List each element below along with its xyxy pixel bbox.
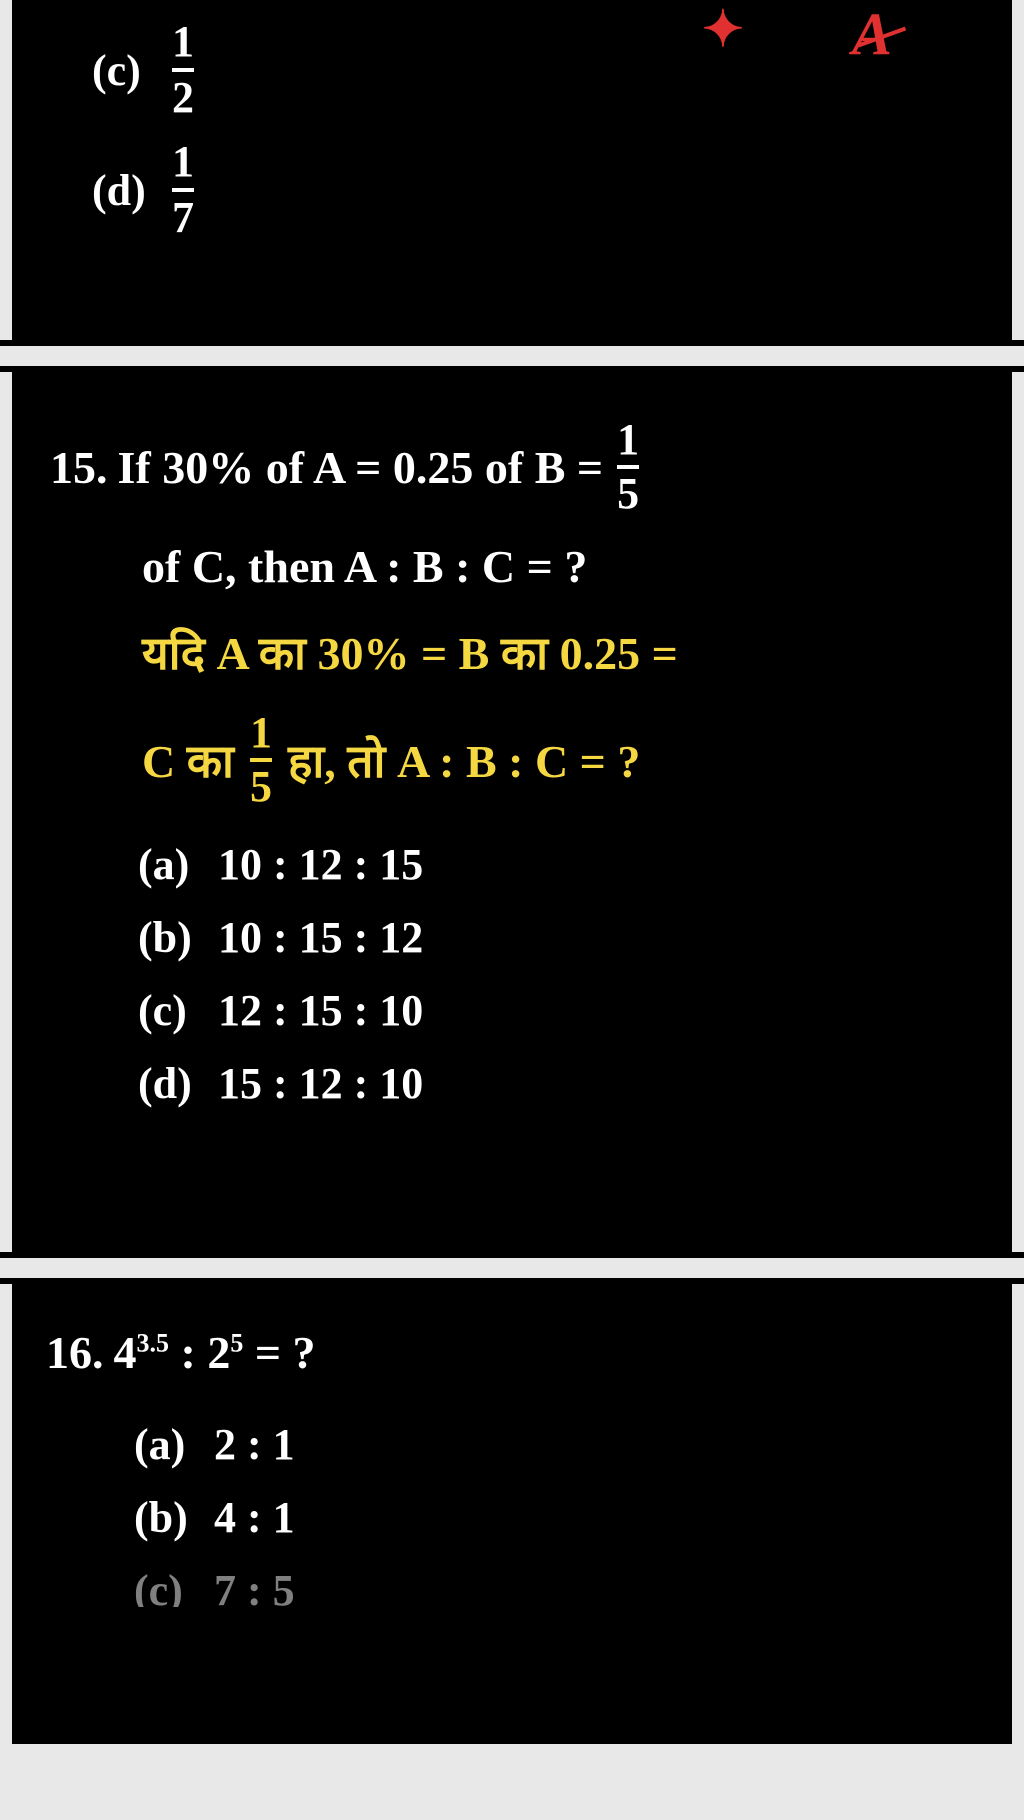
question-expression: 43.5 : 25 = ? <box>114 1326 316 1379</box>
option-c-cutoff: (c) 7 : 5 <box>134 1565 972 1607</box>
option-label: (c) <box>138 985 218 1036</box>
question-line-1: 15. If 30% of A = 0.25 of B = 1 5 <box>50 418 972 516</box>
question-number: 16. <box>46 1326 104 1379</box>
question-text: of C, then A : B : C = ? <box>142 540 587 593</box>
red-mark-1: ✦ <box>702 0 732 50</box>
option-label: (c) <box>134 1565 214 1607</box>
block-divider <box>0 340 1024 372</box>
annotation-marks: ✦ A <box>702 0 892 69</box>
fraction: 1 5 <box>250 711 272 809</box>
option-c: (c) 12 : 15 : 10 <box>138 985 972 1036</box>
option-value: 15 : 12 : 10 <box>218 1058 423 1109</box>
question-line-3-hindi: यदि A का 30% = B का 0.25 = <box>142 621 972 683</box>
option-d: (d) 1 7 <box>92 140 972 240</box>
option-label: (a) <box>134 1419 214 1470</box>
option-value: 7 : 5 <box>214 1565 295 1607</box>
question-16-block: 16. 43.5 : 25 = ? (a) 2 : 1 (b) 4 : 1 (c… <box>0 1284 1024 1744</box>
question-block-partial-top: ✦ A (c) 1 2 (d) 1 7 <box>0 0 1024 340</box>
option-label: (b) <box>134 1492 214 1543</box>
question-text: हा, तो A : B : C = ? <box>288 729 640 791</box>
option-value: 4 : 1 <box>214 1492 295 1543</box>
option-value: 10 : 15 : 12 <box>218 912 423 963</box>
question-line: 16. 43.5 : 25 = ? <box>46 1326 972 1379</box>
question-text: If 30% of A = 0.25 of B = <box>118 441 604 494</box>
option-value: 2 : 1 <box>214 1419 295 1470</box>
question-text: यदि A का 30% = B का 0.25 = <box>142 621 678 683</box>
question-line-4-hindi: C का 1 5 हा, तो A : B : C = ? <box>142 711 972 809</box>
option-label: (d) <box>92 165 162 216</box>
option-label: (c) <box>92 45 162 96</box>
option-b: (b) 10 : 15 : 12 <box>138 912 972 963</box>
question-line-2: of C, then A : B : C = ? <box>142 540 972 593</box>
option-label: (a) <box>138 839 218 890</box>
red-mark-crossed-a: A <box>852 0 892 69</box>
fraction: 1 5 <box>617 418 639 516</box>
option-a: (a) 2 : 1 <box>134 1419 972 1470</box>
option-b: (b) 4 : 1 <box>134 1492 972 1543</box>
fraction: 1 2 <box>172 20 194 120</box>
fraction: 1 7 <box>172 140 194 240</box>
question-number: 15. <box>50 441 108 494</box>
option-value: 12 : 15 : 10 <box>218 985 423 1036</box>
question-15-block: 15. If 30% of A = 0.25 of B = 1 5 of C, … <box>0 372 1024 1252</box>
option-label: (d) <box>138 1058 218 1109</box>
options-list: (a) 10 : 12 : 15 (b) 10 : 15 : 12 (c) 12… <box>138 839 972 1109</box>
option-a: (a) 10 : 12 : 15 <box>138 839 972 890</box>
option-label: (b) <box>138 912 218 963</box>
option-d: (d) 15 : 12 : 10 <box>138 1058 972 1109</box>
options-list: (a) 2 : 1 (b) 4 : 1 (c) 7 : 5 <box>134 1419 972 1607</box>
option-value: 10 : 12 : 15 <box>218 839 423 890</box>
question-text: C का <box>142 729 234 791</box>
block-divider <box>0 1252 1024 1284</box>
